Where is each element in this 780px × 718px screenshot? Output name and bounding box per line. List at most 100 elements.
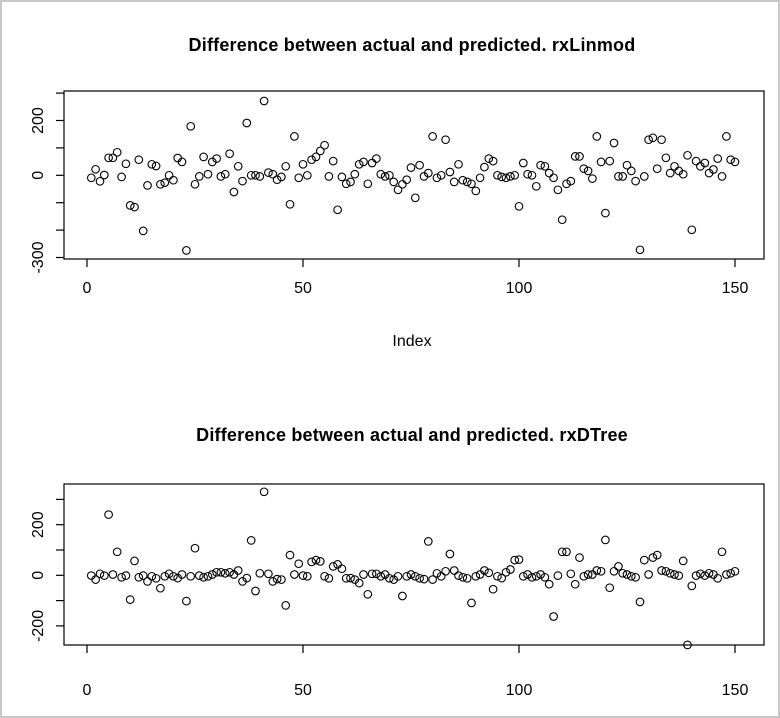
data-point [134,572,144,582]
data-point [272,574,282,584]
data-point [199,152,208,162]
data-point [216,567,226,577]
plot-box [63,90,765,260]
data-point [536,160,545,170]
data-point [220,568,230,578]
data-point [467,179,476,189]
data-point [527,572,537,582]
data-point [298,159,308,169]
data-point [281,601,291,610]
data-point [272,175,282,185]
data-point [372,569,381,579]
data-point [264,168,273,177]
data-point [471,186,481,196]
data-point [134,155,144,165]
data-point [186,121,196,131]
data-point [108,153,118,163]
data-point [700,158,710,168]
data-point [328,156,338,166]
data-point [441,566,450,576]
data-point [216,172,226,181]
data-point [151,573,161,583]
data-point [510,170,520,180]
data-point [203,571,213,581]
data-point [454,571,463,580]
data-point [359,157,368,167]
data-point [320,140,329,150]
data-point [432,173,442,183]
data-point [458,572,468,582]
data-point [419,574,429,584]
data-point [290,132,299,141]
data-point [406,570,416,579]
data-point [363,589,373,599]
data-point [730,157,740,167]
data-point [497,172,507,182]
data-point [648,553,658,562]
data-point [639,172,649,181]
data-point [138,571,148,580]
x-tick-label: 50 [294,280,312,297]
data-point [596,566,606,576]
data-point [445,167,455,177]
data-point [212,567,221,577]
data-point [354,578,364,588]
data-point [302,571,312,581]
data-point [722,132,731,141]
data-point [212,154,221,163]
data-point [436,170,446,180]
data-point [510,555,520,565]
data-point [445,549,455,559]
data-point [398,179,407,189]
data-point [255,172,265,181]
data-point [190,543,200,553]
y-tick-label: 200 [30,511,47,538]
data-point [121,571,131,580]
data-point [678,169,688,179]
data-point [220,169,230,179]
data-point [506,565,515,574]
data-point [337,172,347,182]
data-point [614,172,623,181]
data-point [514,555,524,564]
data-point [726,568,736,578]
scatter-plot-rxdtree: 0 50 100 150 200 0 -200 [30,483,765,699]
data-point [268,577,278,586]
data-point [480,162,489,172]
data-point [583,166,593,176]
data-point [233,566,243,575]
data-point [147,571,157,581]
data-point [648,133,658,143]
data-point [531,571,541,581]
data-point [462,573,472,583]
data-point [294,173,304,183]
data-point [328,562,338,571]
x-tick-label: 150 [722,280,749,297]
data-point [315,557,325,566]
data-point [544,168,554,178]
data-point [626,166,636,176]
data-point [579,164,589,174]
data-point [605,156,615,166]
chart-title-rxlinmod: Difference between actual and predicted.… [188,35,636,55]
data-point [367,158,377,168]
data-point [449,566,459,575]
data-point [639,555,649,565]
data-point [121,159,131,169]
data-point [169,571,178,581]
data-point [108,570,118,579]
data-point [614,562,623,571]
data-point [307,557,316,567]
data-point [665,568,675,578]
data-point [618,172,628,181]
data-point [251,170,260,180]
data-point [398,591,407,601]
data-point [246,536,256,545]
data-point [333,560,342,569]
data-point [605,583,615,593]
data-point [324,172,334,181]
data-point [393,571,403,581]
data-point [151,161,161,171]
data-point [298,571,308,580]
data-point [717,547,727,557]
